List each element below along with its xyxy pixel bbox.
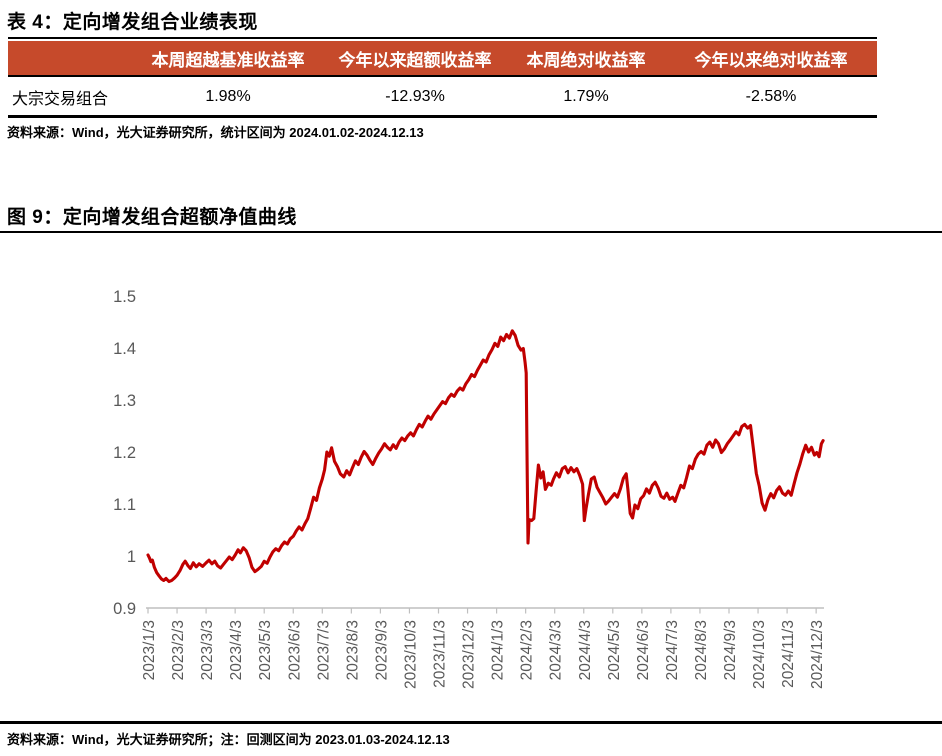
x-tick-label: 2024/6/3 <box>635 620 652 680</box>
figure-title: 图 9：定向增发组合超额净值曲线 <box>7 207 297 228</box>
figure-title-underline <box>0 231 942 233</box>
y-tick-label: 1.4 <box>113 340 136 358</box>
table-header-cell: 本周绝对收益率 <box>526 50 646 70</box>
x-tick-label: 2023/10/3 <box>402 620 419 689</box>
excess-nav-chart: 2023/1/3 2023/2/3 2023/3/3 2023/4/3 2023/5/3… <box>113 288 826 689</box>
table-header-cell: 本周超越基准收益率 <box>151 50 305 70</box>
x-tick-label: 2023/7/3 <box>315 620 332 680</box>
y-tick-label: 1 <box>127 548 136 566</box>
y-tick-label: 0.9 <box>113 600 136 618</box>
table-header-cell: 今年以来超额收益率 <box>338 50 492 70</box>
table-cell-ytd-excess-return: -12.93% <box>385 88 445 105</box>
x-tick-label: 2023/9/3 <box>373 620 390 680</box>
x-tick-label: 2024/11/3 <box>780 620 797 688</box>
x-tick-label: 2023/3/3 <box>199 620 216 680</box>
x-tick-label: 2024/7/3 <box>664 620 681 680</box>
table-header-row: 本周超越基准收益率 今年以来超额收益率 本周绝对收益率 今年以来绝对收益率 <box>8 41 877 77</box>
table-cell-portfolio-name: 大宗交易组合 <box>12 91 109 108</box>
x-tick-label: 2024/2/3 <box>519 620 536 680</box>
chart-source-note: 资料来源：Wind，光大证券研究所；注：回测区间为 2023.01.03-202… <box>7 732 450 747</box>
x-tick-label: 2023/2/3 <box>170 620 187 680</box>
x-tick-label: 2024/8/3 <box>693 620 710 680</box>
x-tick-label: 2024/1/3 <box>490 620 507 680</box>
y-tick-label: 1.5 <box>113 288 136 306</box>
table-cell-week-excess-return: 1.98% <box>205 88 251 105</box>
x-tick-label: 2024/4/3 <box>577 620 594 680</box>
x-tick-label: 2024/10/3 <box>751 620 768 689</box>
x-tick-label: 2024/12/3 <box>809 620 826 689</box>
table-top-border <box>8 37 877 39</box>
x-tick-label: 2023/1/3 <box>141 620 158 680</box>
footer-divider <box>0 721 942 724</box>
y-tick-label: 1.1 <box>113 496 136 514</box>
table-bottom-border <box>8 115 877 118</box>
x-tick-label: 2023/5/3 <box>257 620 274 680</box>
x-tick-label: 2024/9/3 <box>722 620 739 680</box>
x-tick-label: 2023/11/3 <box>432 620 449 688</box>
table-row: 大宗交易组合 1.98% -12.93% 1.79% -2.58% <box>8 79 877 115</box>
table-title: 表 4：定向增发组合业绩表现 <box>7 12 258 33</box>
y-tick-label: 1.3 <box>113 392 136 410</box>
y-tick-label: 1.2 <box>113 444 136 462</box>
table-header-cell: 今年以来绝对收益率 <box>694 50 848 70</box>
table-source-note: 资料来源：Wind，光大证券研究所，统计区间为 2024.01.02-2024.… <box>7 125 424 140</box>
x-tick-label: 2023/6/3 <box>286 620 303 680</box>
table-cell-week-absolute-return: 1.79% <box>563 88 609 105</box>
x-tick-label: 2024/5/3 <box>606 620 623 680</box>
excess-nav-line <box>146 329 825 584</box>
x-tick-label: 2024/3/3 <box>548 620 565 680</box>
x-tick-label: 2023/8/3 <box>344 620 361 680</box>
x-tick-label: 2023/4/3 <box>228 620 245 680</box>
x-tick-label: 2023/12/3 <box>461 620 478 689</box>
table-cell-ytd-absolute-return: -2.58% <box>745 88 797 105</box>
